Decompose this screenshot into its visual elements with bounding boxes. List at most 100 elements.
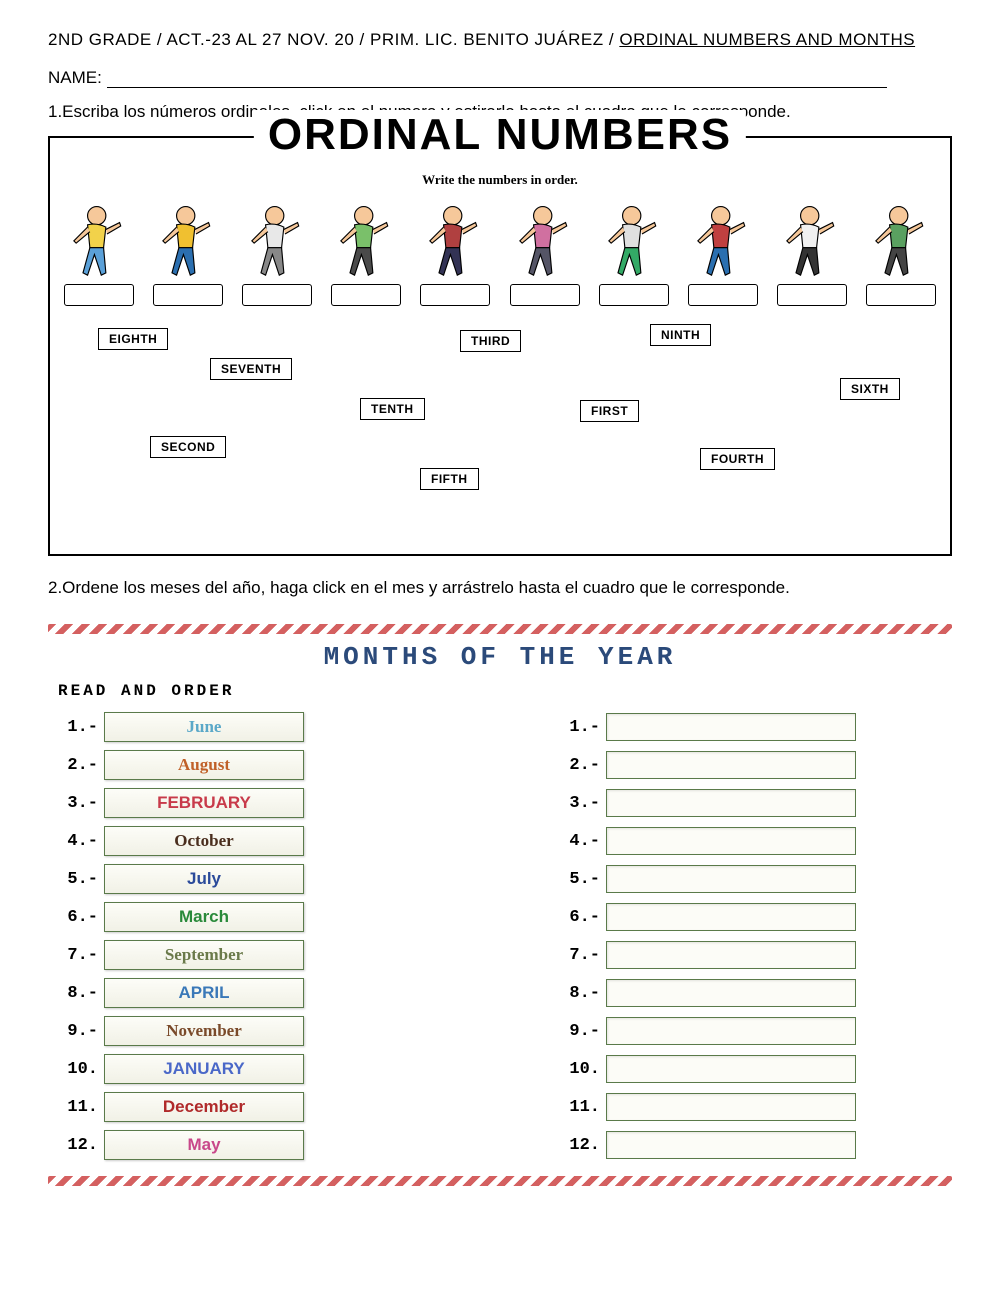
month-target-row: 4.- (560, 822, 942, 860)
ordinal-drop-slot[interactable] (420, 284, 490, 306)
month-drop-slot[interactable] (606, 1131, 856, 1159)
ordinal-title: ORDINAL NUMBERS (254, 110, 746, 160)
month-target-row: 6.- (560, 898, 942, 936)
months-target-column: 1.-2.-3.-4.-5.-6.-7.-8.-9.-10.11.12. (560, 708, 942, 1164)
month-target-row: 12. (560, 1126, 942, 1164)
ordinal-drop-slot[interactable] (331, 284, 401, 306)
month-source-row: 2.-August (58, 746, 440, 784)
month-card-june[interactable]: June (104, 712, 304, 742)
ordinal-slots-row (60, 284, 940, 306)
month-drop-slot[interactable] (606, 1093, 856, 1121)
month-card-may[interactable]: May (104, 1130, 304, 1160)
month-source-row: 4.- October (58, 822, 440, 860)
runner-figure (64, 202, 134, 282)
month-target-row: 11. (560, 1088, 942, 1126)
row-number: 6.- (560, 908, 600, 927)
row-number: 8.- (58, 984, 98, 1003)
ordinal-chip-tenth[interactable]: TENTH (360, 398, 425, 420)
name-input-line[interactable] (107, 87, 887, 88)
topic-label: ORDINAL NUMBERS AND MONTHS (619, 30, 915, 49)
row-number: 12. (560, 1136, 600, 1155)
month-card-january[interactable]: JANUARY (104, 1054, 304, 1084)
month-card-march[interactable]: March (104, 902, 304, 932)
month-card-september[interactable]: September (104, 940, 304, 970)
ordinal-drop-slot[interactable] (64, 284, 134, 306)
runner-figure (510, 202, 580, 282)
ordinal-word-bank: EIGHTH SEVENTH THIRD NINTH TENTH FIRST SIXTH SE… (60, 318, 940, 498)
row-number: 7.- (58, 946, 98, 965)
month-target-row: 5.- (560, 860, 942, 898)
months-section: MONTHS OF THE YEAR READ AND ORDER 1.-Jun… (48, 624, 952, 1186)
ordinal-drop-slot[interactable] (777, 284, 847, 306)
ordinal-drop-slot[interactable] (242, 284, 312, 306)
runners-row (60, 202, 940, 282)
month-drop-slot[interactable] (606, 979, 856, 1007)
runner-figure (242, 202, 312, 282)
row-number: 9.- (560, 1022, 600, 1041)
ordinal-chip-third[interactable]: THIRD (460, 330, 521, 352)
ordinal-chip-seventh[interactable]: SEVENTH (210, 358, 292, 380)
month-drop-slot[interactable] (606, 751, 856, 779)
row-number: 11. (58, 1098, 98, 1117)
month-drop-slot[interactable] (606, 789, 856, 817)
ordinal-chip-sixth[interactable]: SIXTH (840, 378, 900, 400)
name-label: NAME: (48, 68, 102, 87)
row-number: 10. (58, 1060, 98, 1079)
grade-label: 2ND GRADE (48, 30, 152, 49)
month-card-november[interactable]: November (104, 1016, 304, 1046)
name-row: NAME: (48, 68, 952, 88)
row-number: 4.- (58, 832, 98, 851)
month-drop-slot[interactable] (606, 1055, 856, 1083)
row-number: 9.- (58, 1022, 98, 1041)
runner-figure (599, 202, 669, 282)
ordinal-subtitle: Write the numbers in order. (60, 172, 940, 188)
month-drop-slot[interactable] (606, 865, 856, 893)
month-card-august[interactable]: August (104, 750, 304, 780)
runner-figure (688, 202, 758, 282)
month-card-october[interactable]: October (104, 826, 304, 856)
ordinal-chip-ninth[interactable]: NINTH (650, 324, 711, 346)
ordinal-chip-second[interactable]: SECOND (150, 436, 226, 458)
row-number: 2.- (560, 756, 600, 775)
month-source-row: 5.-July (58, 860, 440, 898)
ordinal-drop-slot[interactable] (599, 284, 669, 306)
ordinal-chip-fourth[interactable]: FOURTH (700, 448, 775, 470)
runner-figure (331, 202, 401, 282)
months-subtitle: READ AND ORDER (58, 682, 952, 700)
months-source-column: 1.- June 2.-August3.-FEBRUARY 4.- October 5.-… (58, 708, 440, 1164)
month-source-row: 1.- June (58, 708, 440, 746)
month-target-row: 1.- (560, 708, 942, 746)
ordinal-drop-slot[interactable] (688, 284, 758, 306)
month-card-december[interactable]: December (104, 1092, 304, 1122)
month-target-row: 2.- (560, 746, 942, 784)
month-source-row: 3.-FEBRUARY (58, 784, 440, 822)
month-source-row: 6.-March (58, 898, 440, 936)
month-drop-slot[interactable] (606, 941, 856, 969)
row-number: 7.- (560, 946, 600, 965)
row-number: 4.- (560, 832, 600, 851)
month-card-july[interactable]: July (104, 864, 304, 894)
month-drop-slot[interactable] (606, 827, 856, 855)
month-drop-slot[interactable] (606, 713, 856, 741)
runner-figure (153, 202, 223, 282)
ordinal-chip-eighth[interactable]: EIGHTH (98, 328, 168, 350)
month-drop-slot[interactable] (606, 903, 856, 931)
month-card-february[interactable]: FEBRUARY (104, 788, 304, 818)
decorative-border-bottom (48, 1176, 952, 1186)
row-number: 1.- (560, 718, 600, 737)
month-target-row: 10. (560, 1050, 942, 1088)
month-source-row: 9.- November (58, 1012, 440, 1050)
ordinal-chip-first[interactable]: FIRST (580, 400, 639, 422)
month-card-april[interactable]: APRIL (104, 978, 304, 1008)
row-number: 1.- (58, 718, 98, 737)
row-number: 3.- (560, 794, 600, 813)
ordinal-drop-slot[interactable] (866, 284, 936, 306)
ordinal-numbers-box: ORDINAL NUMBERS Write the numbers in ord… (48, 136, 952, 556)
ordinal-chip-fifth[interactable]: FIFTH (420, 468, 479, 490)
row-number: 10. (560, 1060, 600, 1079)
month-drop-slot[interactable] (606, 1017, 856, 1045)
ordinal-drop-slot[interactable] (510, 284, 580, 306)
q2-instruction: 2.Ordene los meses del año, haga click e… (48, 578, 952, 598)
month-source-row: 8.- APRIL (58, 974, 440, 1012)
ordinal-drop-slot[interactable] (153, 284, 223, 306)
